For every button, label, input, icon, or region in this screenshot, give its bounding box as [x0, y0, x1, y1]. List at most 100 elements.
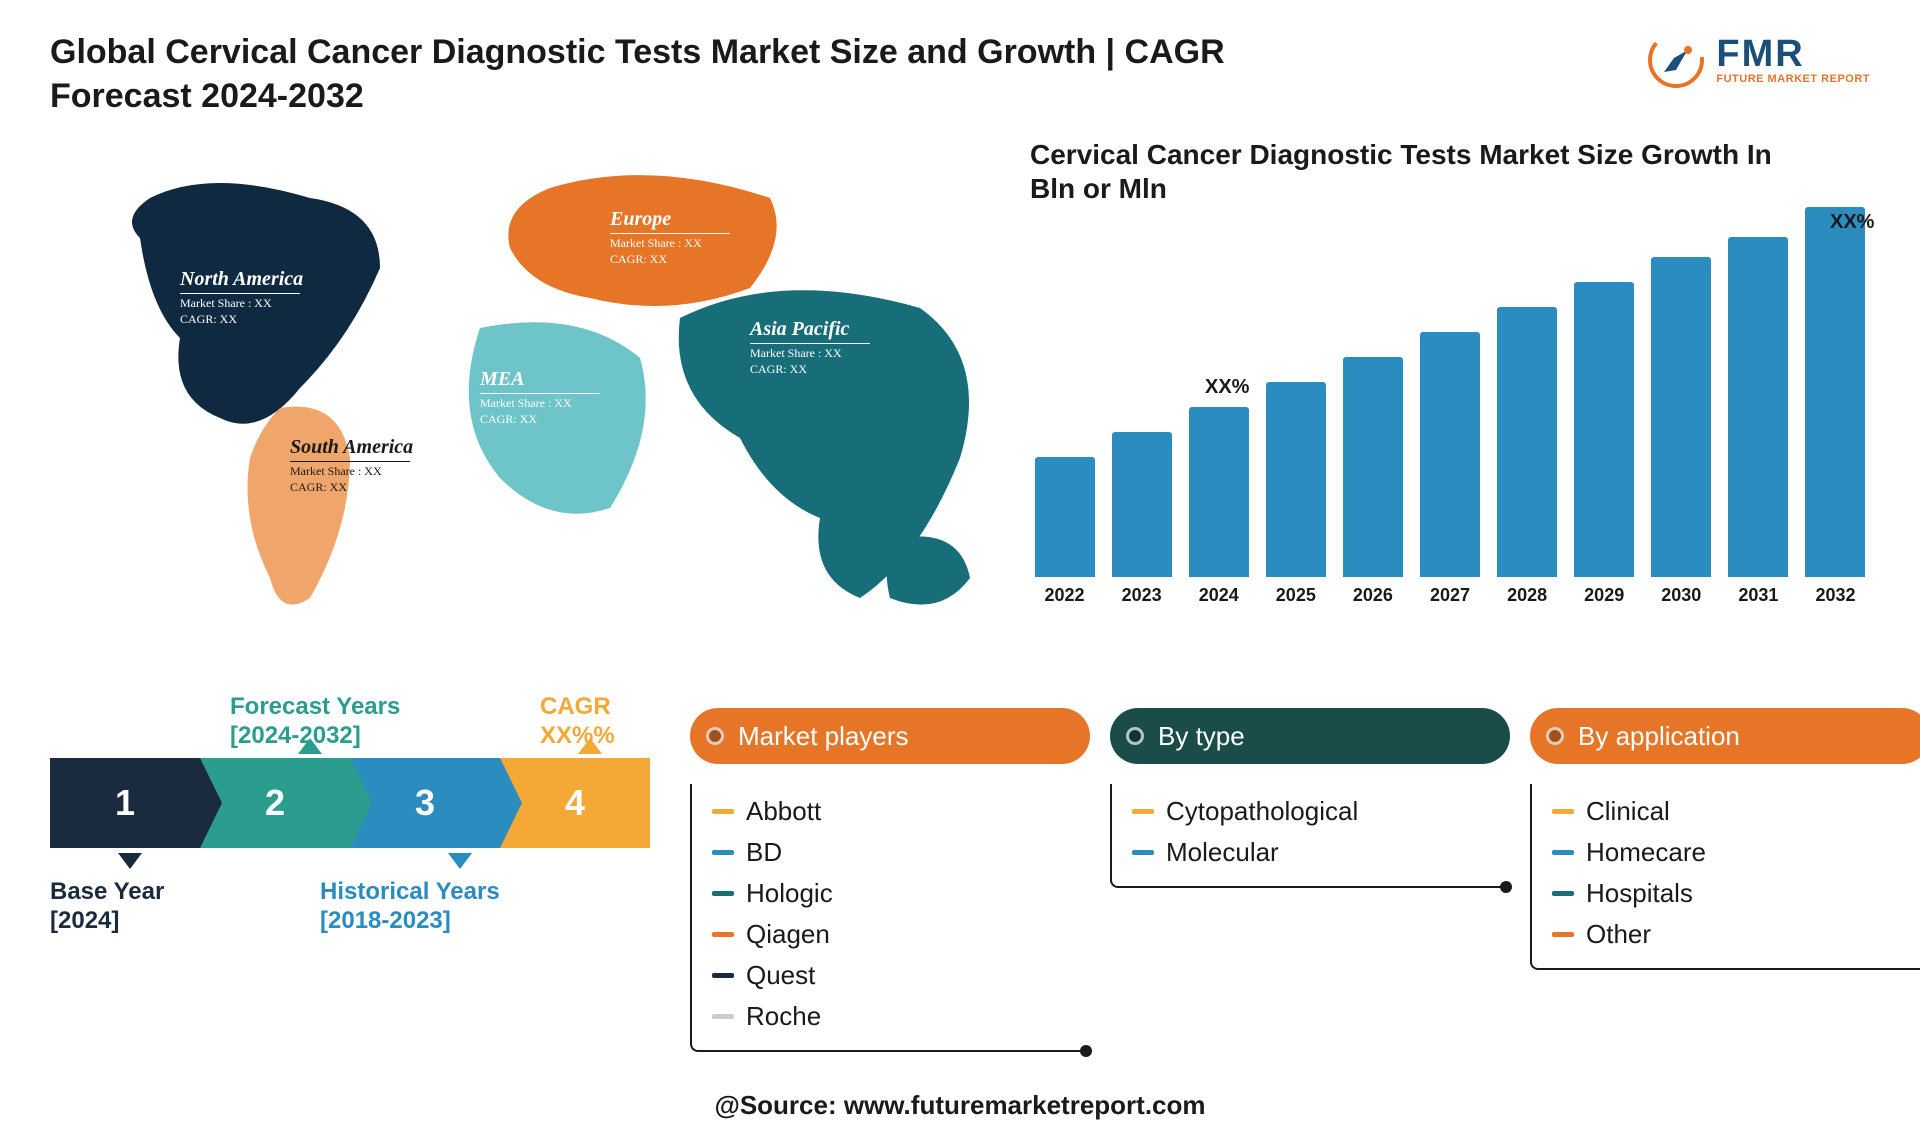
list-marker-icon	[1552, 809, 1574, 814]
bar-col: 2030	[1647, 257, 1716, 606]
category-pill: By application	[1530, 708, 1920, 764]
category-title: Market players	[738, 721, 909, 752]
bar	[1035, 457, 1095, 577]
bar	[1112, 432, 1172, 577]
map-region-south-america	[220, 398, 360, 618]
page-title: Global Cervical Cancer Diagnostic Tests …	[50, 30, 1350, 118]
timeline-label: Base Year[2024]	[50, 878, 164, 936]
list-item: BD	[712, 837, 1080, 868]
logo-text: FMR FUTURE MARKET REPORT	[1716, 35, 1870, 85]
list-item: Abbott	[712, 796, 1080, 827]
list-item-text: Homecare	[1586, 837, 1706, 868]
chart-annotation: XX%	[1830, 211, 1874, 234]
list-marker-icon	[712, 891, 734, 896]
category-pill: By type	[1110, 708, 1510, 764]
list-item: Other	[1552, 919, 1920, 950]
list-marker-icon	[1132, 850, 1154, 855]
bar-year-label: 2029	[1584, 585, 1624, 606]
bar-col: 2022	[1030, 457, 1099, 606]
header: Global Cervical Cancer Diagnostic Tests …	[50, 30, 1870, 118]
category-pill: Market players	[690, 708, 1090, 764]
bar-col: 2023	[1107, 432, 1176, 606]
list-marker-icon	[712, 850, 734, 855]
logo-brand: FMR	[1716, 35, 1870, 73]
timeline-arrow-icon	[118, 853, 142, 869]
region-label: South AmericaMarket Share : XXCAGR: XX	[290, 436, 413, 495]
bar	[1805, 207, 1865, 577]
list-item: Clinical	[1552, 796, 1920, 827]
list-item-text: Clinical	[1586, 796, 1670, 827]
list-marker-icon	[712, 973, 734, 978]
list-item-text: Quest	[746, 960, 815, 991]
bar-col: 2031	[1724, 237, 1793, 606]
timeline-boxes: 1234	[50, 758, 670, 848]
timeline: 1234Forecast Years[2024-2032]CAGRXX%%Bas…	[50, 698, 670, 1052]
bar-year-label: 2023	[1122, 585, 1162, 606]
bar-year-label: 2025	[1276, 585, 1316, 606]
list-item: Qiagen	[712, 919, 1080, 950]
bar-col: 2028	[1493, 307, 1562, 606]
list-item-text: Cytopathological	[1166, 796, 1358, 827]
telescope-icon	[1646, 30, 1706, 90]
list-item-text: Molecular	[1166, 837, 1279, 868]
category-list: Clinical Homecare Hospitals Other	[1530, 784, 1920, 970]
category-by-type: By type Cytopathological Molecular	[1110, 698, 1510, 1052]
timeline-box: 4	[500, 758, 650, 848]
bottom-grid: 1234Forecast Years[2024-2032]CAGRXX%%Bas…	[50, 698, 1870, 1052]
list-item-text: Hospitals	[1586, 878, 1693, 909]
list-marker-icon	[1552, 932, 1574, 937]
bar-year-label: 2030	[1661, 585, 1701, 606]
bar-year-label: 2028	[1507, 585, 1547, 606]
bar-year-label: 2027	[1430, 585, 1470, 606]
list-item: Quest	[712, 960, 1080, 991]
list-item: Roche	[712, 1001, 1080, 1032]
timeline-box: 3	[350, 758, 500, 848]
bar	[1343, 357, 1403, 577]
category-list: Abbott BD Hologic Qiagen Quest Roche	[690, 784, 1090, 1052]
bar	[1497, 307, 1557, 577]
bar-year-label: 2031	[1738, 585, 1778, 606]
bar-chart-section: Cervical Cancer Diagnostic Tests Market …	[1010, 138, 1870, 658]
bar	[1574, 282, 1634, 577]
list-item-text: Roche	[746, 1001, 821, 1032]
bar	[1266, 382, 1326, 577]
bar	[1420, 332, 1480, 577]
timeline-label: Historical Years[2018-2023]	[320, 878, 500, 936]
category-title: By type	[1158, 721, 1245, 752]
list-item-text: BD	[746, 837, 782, 868]
source-attribution: @Source: www.futuremarketreport.com	[714, 1090, 1205, 1121]
bar	[1189, 407, 1249, 577]
bar-col: 2032	[1801, 207, 1870, 606]
list-item-text: Hologic	[746, 878, 833, 909]
region-label: North AmericaMarket Share : XXCAGR: XX	[180, 268, 303, 327]
category-list: Cytopathological Molecular	[1110, 784, 1510, 888]
bar-col: 2029	[1570, 282, 1639, 606]
region-label: Asia PacificMarket Share : XXCAGR: XX	[750, 318, 870, 377]
list-marker-icon	[1132, 809, 1154, 814]
timeline-arrow-icon	[578, 738, 602, 754]
bar-year-label: 2024	[1199, 585, 1239, 606]
list-marker-icon	[1552, 891, 1574, 896]
timeline-arrow-icon	[298, 738, 322, 754]
main-grid: North AmericaMarket Share : XXCAGR: XX So…	[50, 138, 1870, 658]
list-marker-icon	[712, 932, 734, 937]
world-map: North AmericaMarket Share : XXCAGR: XX So…	[50, 138, 1010, 658]
list-marker-icon	[1552, 850, 1574, 855]
region-label: EuropeMarket Share : XXCAGR: XX	[610, 208, 730, 267]
bar-chart: 2022 2023 2024 2025 2026 2027 2028 2029 2030 2031…	[1030, 226, 1870, 606]
list-marker-icon	[712, 1014, 734, 1019]
bar-year-label: 2026	[1353, 585, 1393, 606]
list-item: Hospitals	[1552, 878, 1920, 909]
chart-annotation: XX%	[1205, 376, 1249, 399]
bar-col: 2025	[1261, 382, 1330, 606]
region-label: MEAMarket Share : XXCAGR: XX	[480, 368, 600, 427]
list-item: Hologic	[712, 878, 1080, 909]
logo-sub: FUTURE MARKET REPORT	[1716, 73, 1870, 85]
bar-col: 2024	[1184, 407, 1253, 606]
logo: FMR FUTURE MARKET REPORT	[1646, 30, 1870, 90]
list-item-text: Abbott	[746, 796, 821, 827]
timeline-arrow-icon	[448, 853, 472, 869]
category-market-players: Market players Abbott BD Hologic Qiagen Quest…	[690, 698, 1090, 1052]
bar	[1651, 257, 1711, 577]
pill-dot-icon	[1546, 727, 1564, 745]
